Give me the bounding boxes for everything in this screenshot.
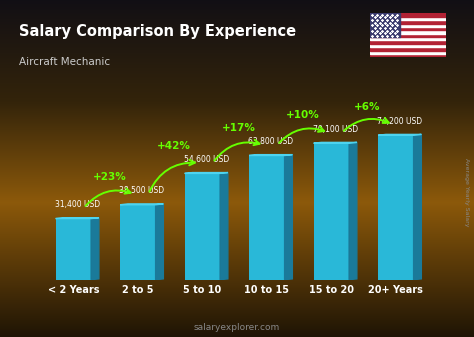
Text: +17%: +17% xyxy=(221,123,255,133)
Text: 38,500 USD: 38,500 USD xyxy=(119,186,164,195)
Polygon shape xyxy=(185,173,228,174)
Text: Salary Comparison By Experience: Salary Comparison By Experience xyxy=(19,24,296,39)
Polygon shape xyxy=(220,173,228,280)
Bar xyxy=(370,27,446,30)
Bar xyxy=(370,17,446,20)
Bar xyxy=(378,135,414,280)
Bar xyxy=(185,174,220,280)
Polygon shape xyxy=(378,134,421,135)
Bar xyxy=(370,47,446,51)
Polygon shape xyxy=(414,134,421,280)
Polygon shape xyxy=(349,142,357,280)
Text: +6%: +6% xyxy=(354,102,381,113)
Bar xyxy=(370,20,446,24)
Bar xyxy=(370,13,446,17)
Bar xyxy=(370,44,446,47)
Bar xyxy=(55,219,91,280)
Text: Average Yearly Salary: Average Yearly Salary xyxy=(465,158,469,226)
Polygon shape xyxy=(155,204,164,280)
Text: 70,100 USD: 70,100 USD xyxy=(313,125,358,133)
Bar xyxy=(120,205,155,280)
Polygon shape xyxy=(284,155,292,280)
Text: salaryexplorer.com: salaryexplorer.com xyxy=(194,323,280,332)
Bar xyxy=(370,54,446,57)
Bar xyxy=(370,24,446,27)
Polygon shape xyxy=(91,218,99,280)
Text: +23%: +23% xyxy=(92,172,127,182)
Bar xyxy=(249,155,284,280)
Bar xyxy=(370,30,446,34)
Text: +10%: +10% xyxy=(286,111,320,120)
Polygon shape xyxy=(55,218,99,219)
Text: Aircraft Mechanic: Aircraft Mechanic xyxy=(19,57,110,67)
Text: 54,600 USD: 54,600 USD xyxy=(183,155,229,164)
Bar xyxy=(370,40,446,44)
Bar xyxy=(370,13,400,37)
Bar xyxy=(370,34,446,37)
Text: 63,800 USD: 63,800 USD xyxy=(248,137,293,146)
Bar xyxy=(314,143,349,280)
Polygon shape xyxy=(120,204,164,205)
Bar xyxy=(370,51,446,54)
Polygon shape xyxy=(314,142,357,143)
Text: 31,400 USD: 31,400 USD xyxy=(55,200,100,209)
Bar xyxy=(370,37,446,40)
Text: +42%: +42% xyxy=(157,141,191,151)
Text: 74,200 USD: 74,200 USD xyxy=(377,117,422,126)
